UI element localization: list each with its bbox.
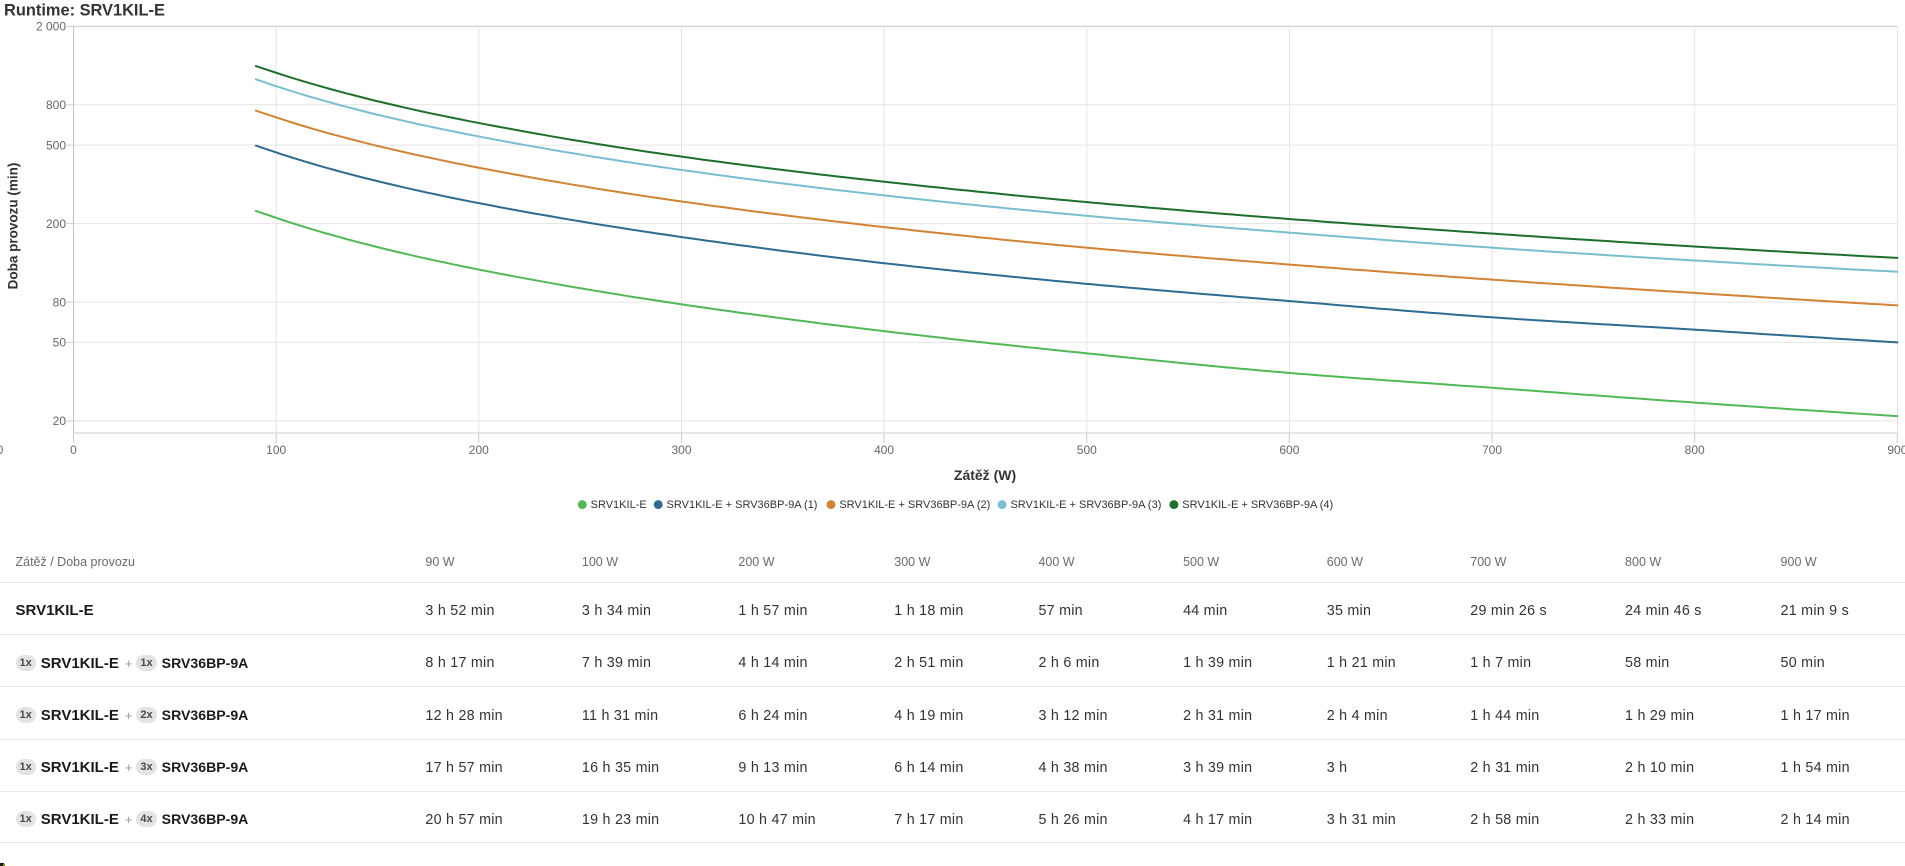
svg-text:80: 80	[53, 295, 67, 309]
svg-text:800: 800	[46, 98, 66, 112]
svg-text:2 000: 2 000	[36, 20, 66, 34]
svg-text:300: 300	[671, 443, 691, 457]
svg-text:500: 500	[46, 138, 66, 152]
svg-text:700: 700	[1482, 443, 1502, 457]
svg-text:Zátěž (W): Zátěž (W)	[954, 467, 1016, 483]
svg-text:200: 200	[46, 217, 66, 231]
svg-text:600: 600	[1279, 443, 1299, 457]
svg-text:Doba provozu (min): Doba provozu (min)	[6, 163, 21, 290]
svg-text:200: 200	[469, 443, 489, 457]
svg-text:SRV1KIL-E + SRV36BP-9A (1): SRV1KIL-E + SRV36BP-9A (1)	[667, 499, 818, 511]
svg-text:SRV1KIL-E + SRV36BP-9A (3): SRV1KIL-E + SRV36BP-9A (3)	[1010, 499, 1161, 511]
svg-text:SRV1KIL-E + SRV36BP-9A (2): SRV1KIL-E + SRV36BP-9A (2)	[839, 499, 990, 511]
svg-text:400: 400	[874, 443, 894, 457]
svg-text:800: 800	[1685, 443, 1705, 457]
svg-text:0: 0	[70, 443, 77, 457]
svg-text:0: 0	[0, 443, 4, 457]
svg-text:900: 900	[1887, 443, 1905, 457]
svg-text:SRV1KIL-E: SRV1KIL-E	[591, 499, 647, 511]
svg-text:100: 100	[266, 443, 286, 457]
svg-text:50: 50	[53, 336, 67, 350]
svg-text:Runtime: SRV1KIL-E: Runtime: SRV1KIL-E	[4, 2, 165, 20]
svg-text:500: 500	[1077, 443, 1097, 457]
svg-text:SRV1KIL-E + SRV36BP-9A (4): SRV1KIL-E + SRV36BP-9A (4)	[1182, 499, 1333, 511]
svg-text:20: 20	[53, 414, 67, 428]
